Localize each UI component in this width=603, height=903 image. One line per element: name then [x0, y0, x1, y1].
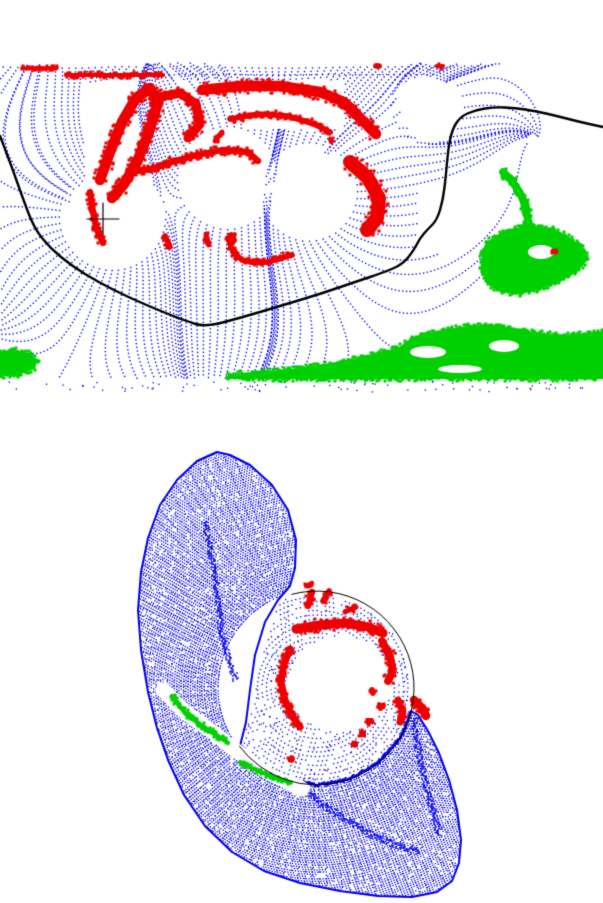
figure [0, 0, 603, 903]
field-line-figure-canvas [0, 0, 603, 903]
